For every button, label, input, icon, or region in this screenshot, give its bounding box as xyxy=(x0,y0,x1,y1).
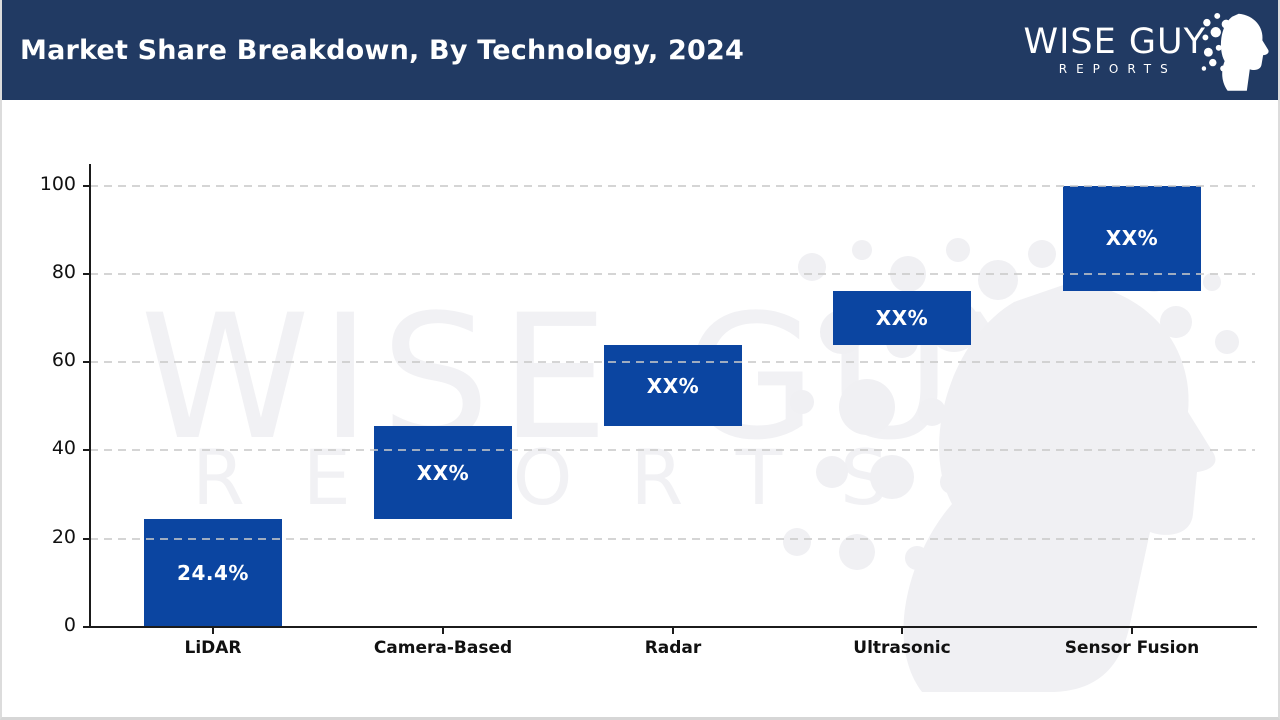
bar-radar: XX% xyxy=(604,345,742,427)
logo-text: WISE GUY REPORTS xyxy=(1023,22,1206,76)
x-axis-spine xyxy=(89,626,1257,628)
bar-value-label-lidar: 24.4% xyxy=(177,561,249,586)
bar-value-label-ultrasonic: XX% xyxy=(875,306,929,331)
x-axis-tick xyxy=(1131,628,1133,634)
x-category-label-camera-based: Camera-Based xyxy=(373,638,513,658)
x-axis-tick xyxy=(901,628,903,634)
y-axis-tick-label: 80 xyxy=(51,260,76,283)
x-category-label-lidar: LiDAR xyxy=(184,638,242,658)
y-axis-tick-label: 20 xyxy=(51,525,76,548)
gridline-100 xyxy=(90,184,1255,187)
logo-wordmark: WISE GUY xyxy=(1023,22,1206,62)
chart-title: Market Share Breakdown, By Technology, 2… xyxy=(20,34,745,66)
bar-ultrasonic: XX% xyxy=(833,291,971,346)
bar-lidar: 24.4% xyxy=(144,519,282,627)
y-axis-tick xyxy=(83,361,89,364)
gridline-20 xyxy=(90,537,1255,540)
y-axis-spine xyxy=(89,164,91,628)
gridline-80 xyxy=(90,272,1255,275)
bar-sensor-fusion: XX% xyxy=(1063,185,1201,292)
y-axis-tick-label: 100 xyxy=(39,172,76,195)
y-axis-tick xyxy=(83,626,89,628)
x-category-label-sensor-fusion: Sensor Fusion xyxy=(1064,638,1200,658)
y-axis-tick xyxy=(83,449,89,452)
watermark-subtext: REPORTS xyxy=(192,433,947,522)
bar-value-label-sensor-fusion: XX% xyxy=(1105,226,1159,251)
header-bar: Market Share Breakdown, By Technology, 2… xyxy=(2,0,1278,100)
x-axis-tick xyxy=(442,628,444,634)
y-axis-tick xyxy=(83,272,89,275)
y-axis-tick-label: 0 xyxy=(63,614,76,636)
gridline-60 xyxy=(90,361,1255,364)
y-axis-tick xyxy=(83,184,89,187)
logo-face-icon xyxy=(1201,13,1269,91)
x-category-label-radar: Radar xyxy=(644,638,702,658)
bar-value-label-camera-based: XX% xyxy=(416,460,470,485)
x-category-label-ultrasonic: Ultrasonic xyxy=(853,638,951,658)
bar-camera-based: XX% xyxy=(374,426,512,520)
y-axis-tick xyxy=(83,537,89,540)
x-axis-tick xyxy=(672,628,674,634)
y-axis-tick-label: 60 xyxy=(51,349,76,372)
bar-value-label-radar: XX% xyxy=(646,373,700,398)
y-axis-tick-label: 40 xyxy=(51,437,76,460)
x-axis-tick xyxy=(212,628,214,634)
gridline-40 xyxy=(90,449,1255,452)
logo-subtext: REPORTS xyxy=(1058,62,1177,76)
wiseguy-logo: WISE GUY REPORTS xyxy=(1023,4,1272,96)
